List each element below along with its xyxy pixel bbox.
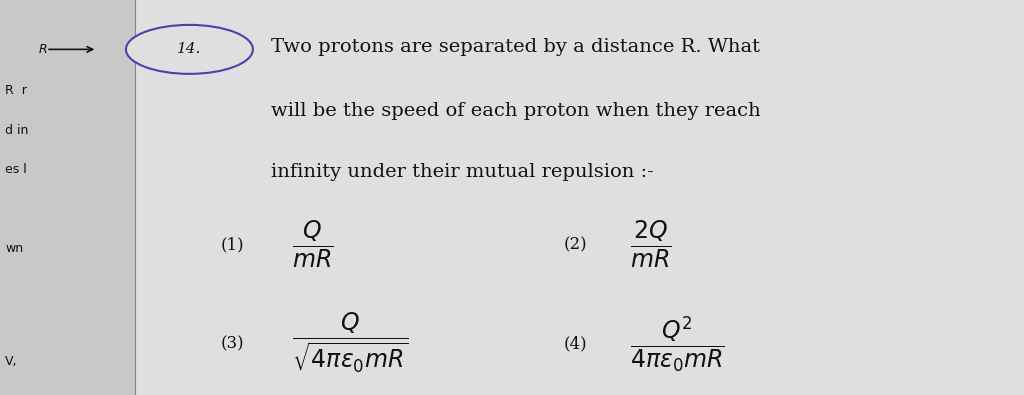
Text: (1): (1) [220, 236, 244, 254]
Text: $\dfrac{Q}{mR}$: $\dfrac{Q}{mR}$ [292, 220, 333, 270]
Text: $\dfrac{2Q}{mR}$: $\dfrac{2Q}{mR}$ [630, 220, 671, 270]
Text: will be the speed of each proton when they reach: will be the speed of each proton when th… [271, 102, 761, 120]
Text: V,: V, [5, 355, 17, 368]
Text: $\dfrac{Q^2}{4\pi\epsilon_0 mR}$: $\dfrac{Q^2}{4\pi\epsilon_0 mR}$ [630, 314, 724, 374]
Text: d in: d in [5, 124, 29, 137]
Circle shape [126, 25, 253, 74]
Text: infinity under their mutual repulsion :-: infinity under their mutual repulsion :- [271, 163, 654, 181]
Bar [0, 0, 135, 395]
Text: $\dfrac{Q}{\sqrt{4\pi\epsilon_0 mR}}$: $\dfrac{Q}{\sqrt{4\pi\epsilon_0 mR}}$ [292, 312, 409, 375]
Text: (4): (4) [563, 335, 587, 352]
Text: (3): (3) [220, 335, 244, 352]
Text: es l: es l [5, 164, 27, 176]
Text: R: R [39, 43, 47, 56]
Text: (2): (2) [563, 236, 587, 254]
Text: 14.: 14. [177, 42, 202, 56]
Text: Two protons are separated by a distance R. What: Two protons are separated by a distance … [271, 38, 761, 56]
Text: R  r: R r [5, 85, 27, 97]
Text: wn: wn [5, 243, 24, 255]
